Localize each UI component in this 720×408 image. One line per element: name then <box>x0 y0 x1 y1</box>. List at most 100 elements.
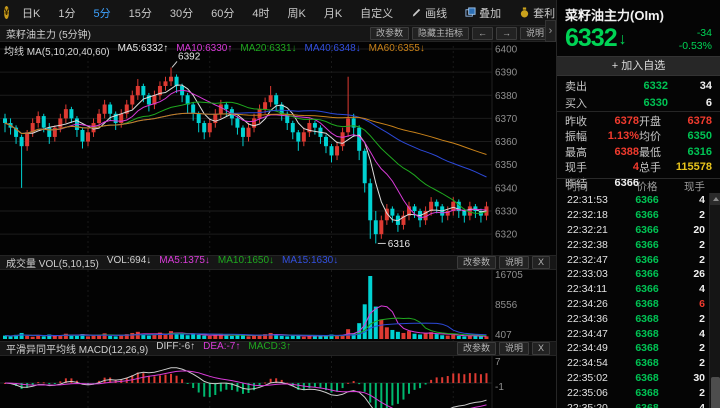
stat-label: 昨结 <box>565 177 587 190</box>
pane-button-说明[interactable]: 说明 <box>498 342 529 355</box>
pane-button-X[interactable]: X <box>531 256 550 269</box>
stats-row: 昨结 6366 <box>557 175 720 190</box>
toolbar-item-4时[interactable]: 4时 <box>243 0 278 26</box>
tick-row[interactable]: 22:35:02 6368 30 <box>557 371 709 386</box>
pane-button-X[interactable]: X <box>531 342 550 355</box>
tick-row[interactable]: 22:32:47 6366 2 <box>557 252 709 267</box>
tick-row[interactable]: 22:34:47 6368 4 <box>557 326 709 341</box>
tick-row[interactable]: 22:31:53 6366 4 <box>557 193 709 208</box>
toolbar-item-label: 4时 <box>252 7 270 20</box>
stat-value: 6350 <box>687 130 712 143</box>
toolbar-item-60分[interactable]: 60分 <box>202 0 243 26</box>
stat-label: 最高 <box>565 146 587 159</box>
toolbar-item-周K[interactable]: 周K <box>278 0 314 26</box>
tick-time: 22:34:36 <box>567 312 608 325</box>
tick-time: 22:34:49 <box>567 342 608 355</box>
price-chart[interactable]: 6400 6390 6380 6370 6360 6350 6340 6330 6320 6392… <box>0 42 556 255</box>
pencil-icon <box>411 7 422 18</box>
ma-values: MA5:6332↑ MA10:6330↑ MA20:6331↓ MA40:6348↓ M… <box>118 43 425 55</box>
pane-button-←[interactable]: ← <box>471 27 493 40</box>
tick-price: 6366 <box>635 238 659 251</box>
toolbar-item-label: 60分 <box>211 7 235 20</box>
tick-price: 6368 <box>635 297 659 310</box>
add-watchlist-button[interactable]: + 加入自选 <box>557 56 720 76</box>
toolbar-item-叠加[interactable]: 叠加 <box>456 0 510 26</box>
quote-panel: 菜籽油主力(OIm) 6332 ↓ -34 -0.53% + 加入自选 卖出 63… <box>556 0 720 408</box>
pane-button-说明[interactable]: 说明 <box>498 256 529 269</box>
quote-label: 卖出 <box>565 80 587 93</box>
scrollbar-thumb[interactable] <box>711 377 720 408</box>
stat-label: 均价 <box>639 131 661 144</box>
svg-text:6390: 6390 <box>495 68 518 79</box>
stat-value: 1.13% <box>607 130 639 143</box>
tick-time: 22:34:47 <box>567 327 608 340</box>
svg-text:6330: 6330 <box>495 207 518 218</box>
tick-row[interactable]: 22:34:36 6368 2 <box>557 311 709 326</box>
toolbar-item-月K[interactable]: 月K <box>315 0 351 26</box>
tick-row[interactable]: 22:32:38 6366 2 <box>557 237 709 252</box>
tick-row[interactable]: 22:35:06 6368 2 <box>557 385 709 400</box>
tick-price: 6366 <box>635 283 659 296</box>
toolbar-item-日K[interactable]: 日K <box>13 0 49 26</box>
tick-row[interactable]: 22:34:26 6368 6 <box>557 297 709 312</box>
pane-button-→[interactable]: → <box>495 27 517 40</box>
tick-table: 时间 价格 现手 22:31:53 6366 4 22:32:18 6366 2 22:32… <box>557 178 720 408</box>
tick-scrollbar[interactable] <box>709 193 720 408</box>
pane-button-改参数[interactable]: 改参数 <box>369 27 409 40</box>
tick-time: 22:34:11 <box>567 283 608 296</box>
tick-price: 6368 <box>635 327 659 340</box>
tick-col-time: 时间 <box>567 181 588 193</box>
change-percent: -0.53% <box>678 40 712 52</box>
tick-price: 6366 <box>635 223 659 236</box>
tick-price: 6368 <box>635 401 659 408</box>
toolbar: ¥ 日K1分5分15分30分60分4时周K月K自定义画线叠加套利放大缩小 <box>0 0 663 26</box>
indicator-label: MA5:1375↓ <box>159 255 210 266</box>
tick-row[interactable]: 22:33:03 6366 26 <box>557 267 709 282</box>
scroll-up-icon[interactable] <box>710 193 720 205</box>
tick-time: 22:32:47 <box>567 253 608 266</box>
toolbar-item-15分[interactable]: 15分 <box>120 0 161 26</box>
toolbar-item-label: 叠加 <box>479 7 502 20</box>
collapse-panel-button[interactable]: › <box>545 20 556 42</box>
indicator-label: MA10:6330↑ <box>176 43 233 54</box>
tick-row[interactable]: 22:34:49 6368 2 <box>557 341 709 356</box>
tick-row[interactable]: 22:34:54 6368 2 <box>557 356 709 371</box>
stats-row: 现手 4 总手 115578 <box>557 159 720 174</box>
toolbar-item-label: 画线 <box>425 7 448 20</box>
macd-chart[interactable]: 7 -1 <box>0 356 556 408</box>
pane-button-改参数[interactable]: 改参数 <box>456 342 496 355</box>
toolbar-item-5分[interactable]: 5分 <box>84 0 119 26</box>
tick-price: 6366 <box>635 194 659 207</box>
tick-time: 22:32:21 <box>567 223 608 236</box>
money-bag-icon <box>519 7 530 18</box>
tick-row[interactable]: 22:35:20 6368 4 <box>557 400 709 408</box>
tick-row[interactable]: 22:32:18 6366 2 <box>557 208 709 223</box>
tick-qty: 30 <box>693 371 705 384</box>
toolbar-item-1分[interactable]: 1分 <box>49 0 84 26</box>
toolbar-item-自定义[interactable]: 自定义 <box>351 0 402 26</box>
tick-time: 22:35:20 <box>567 401 608 408</box>
ma-readout-row: 均线 MA(5,10,20,40,60) MA5:6332↑ MA10:6330↑… <box>4 43 524 58</box>
volume-chart[interactable]: 16705 8556 407 <box>0 270 556 341</box>
tick-time: 22:34:26 <box>567 297 608 310</box>
pane-button-隐藏主指标[interactable]: 隐藏主指标 <box>411 27 469 40</box>
toolbar-item-套利[interactable]: 套利 <box>510 0 564 26</box>
indicator-label: VOL:694↓ <box>106 255 152 266</box>
stats-row: 振幅 1.13% 均价 6350 <box>557 128 720 143</box>
pane-button-改参数[interactable]: 改参数 <box>456 256 496 269</box>
tick-row[interactable]: 22:32:21 6366 20 <box>557 223 709 238</box>
toolbar-item-画线[interactable]: 画线 <box>402 0 456 26</box>
indicator-label: 平滑异同平均线 MACD(12,26,9) <box>6 345 149 356</box>
tick-row[interactable]: 22:34:11 6366 4 <box>557 282 709 297</box>
stats-row: 昨收 6378 开盘 6378 <box>557 113 720 128</box>
toolbar-item-30分[interactable]: 30分 <box>161 0 202 26</box>
tick-qty: 20 <box>693 223 705 236</box>
svg-text:6350: 6350 <box>495 160 518 171</box>
tick-qty: 4 <box>699 401 705 408</box>
ma-settings-label[interactable]: 均线 MA(5,10,20,40,60) <box>4 47 110 58</box>
tick-price: 6368 <box>635 342 659 355</box>
quote-qty: 6 <box>705 96 712 109</box>
tick-price: 6366 <box>635 209 659 222</box>
toolbar-item-label: 5分 <box>93 7 111 20</box>
